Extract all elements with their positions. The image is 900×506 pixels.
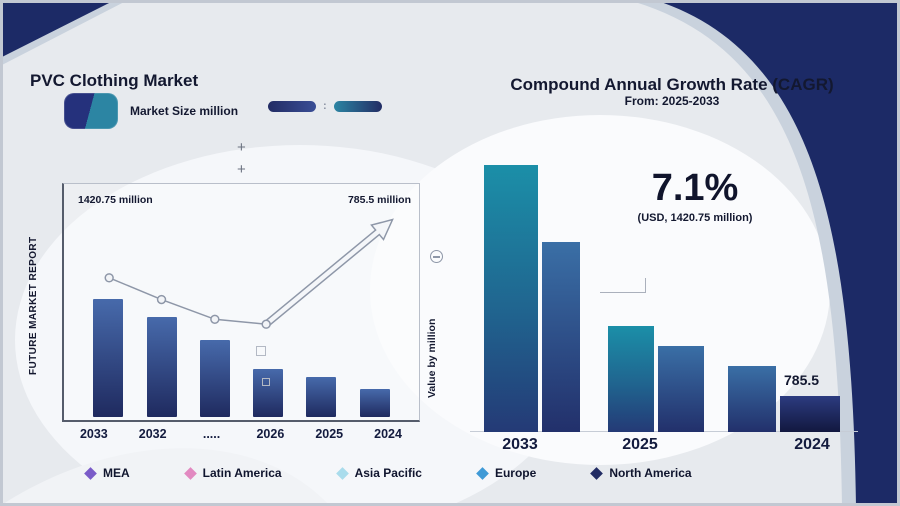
- right-axis-label: 2033: [502, 436, 538, 453]
- plus-icon: +: [237, 139, 246, 156]
- left-bar-.....: [199, 340, 230, 417]
- legend-item-latin-america: Latin America: [183, 466, 282, 480]
- circle-decor-icon: [430, 250, 443, 263]
- cagr-note: (USD, 1420.75 million): [637, 212, 753, 224]
- legend-label: Latin America: [202, 466, 282, 480]
- legend-label: North America: [609, 466, 692, 480]
- right-bar-2033-2: [542, 242, 580, 432]
- legend-item-north-america: North America: [590, 466, 692, 480]
- left-bar-2025: [306, 377, 337, 417]
- right-bar-2025-2: [658, 346, 704, 432]
- legend-diamond-icon: [476, 466, 489, 480]
- legend-label: Europe: [494, 466, 537, 480]
- value-axis-label: Value by million: [426, 318, 438, 398]
- pill-separator: :: [323, 100, 327, 112]
- left-bar-2026: [253, 369, 284, 417]
- right-chart-subtitle: From: 2025-2033: [624, 94, 720, 108]
- left-bar-2024: [359, 389, 390, 417]
- pill-teal-icon: [333, 101, 382, 112]
- legend-diamond-icon: [183, 466, 197, 480]
- watermark-vertical-text: FUTURE MARKET REPORT: [28, 236, 39, 375]
- market-size-chart: 1420.75 million 785.5 million: [62, 183, 420, 422]
- left-axis-label: 2025: [315, 427, 344, 441]
- plus-icon: +: [237, 161, 246, 178]
- square-decor: [256, 346, 266, 356]
- legend-label: Asia Pacific: [354, 466, 422, 480]
- max-value-label: 1420.75 million: [78, 194, 153, 206]
- legend-diamond-icon: [590, 466, 604, 480]
- left-bar-2032: [146, 317, 177, 417]
- right-bar-2024-2: [780, 396, 840, 432]
- left-chart-bars: [70, 297, 413, 417]
- legend-diamond-icon: [335, 466, 349, 480]
- market-size-legend-icon: [64, 93, 118, 129]
- cagr-value: 7.1%: [651, 167, 739, 209]
- left-axis-label: 2026: [256, 427, 285, 441]
- bottom-legend: MEA Latin America Asia Pacific Europe North …: [84, 466, 692, 480]
- left-chart-title: PVC Clothing Market: [30, 71, 199, 91]
- left-axis-label: 2024: [374, 427, 402, 441]
- min-value-label: 785.5 million: [347, 194, 411, 206]
- left-x-labels: 2033 2032..... 2026 2025 2024: [62, 427, 420, 441]
- market-size-legend: Market Size million: [64, 93, 238, 129]
- value-annotation-2024: 785.5: [784, 372, 820, 388]
- pill-navy-icon: [268, 101, 316, 112]
- left-axis-label: 2032: [138, 427, 167, 441]
- legend-diamond-icon: [84, 466, 97, 480]
- legend-item-mea: MEA: [84, 466, 130, 480]
- market-size-legend-label: Market Size million: [130, 104, 239, 118]
- bracket-decor: [600, 278, 646, 293]
- legend-item-europe: Europe: [476, 466, 537, 480]
- legend-label: MEA: [103, 466, 130, 480]
- left-axis-label: .....: [202, 427, 221, 441]
- right-bar-2025-1: [608, 326, 654, 432]
- right-axis-label: 2025: [622, 436, 658, 453]
- left-bar-2033: [93, 299, 124, 417]
- right-bar-2033-1: [484, 165, 538, 432]
- right-chart: 2033 2025 2024: [470, 160, 860, 453]
- right-chart-title: Compound Annual Growth Rate (CAGR): [510, 75, 834, 95]
- right-axis-label: 2024: [794, 436, 830, 453]
- scale-pills-decor: :: [268, 101, 382, 112]
- left-axis-label: 2033: [79, 427, 108, 441]
- right-bar-2024-1: [728, 366, 776, 432]
- trend-line-arrow: [104, 218, 394, 329]
- legend-item-asia-pacific: Asia Pacific: [335, 466, 422, 480]
- square-decor: [262, 378, 270, 386]
